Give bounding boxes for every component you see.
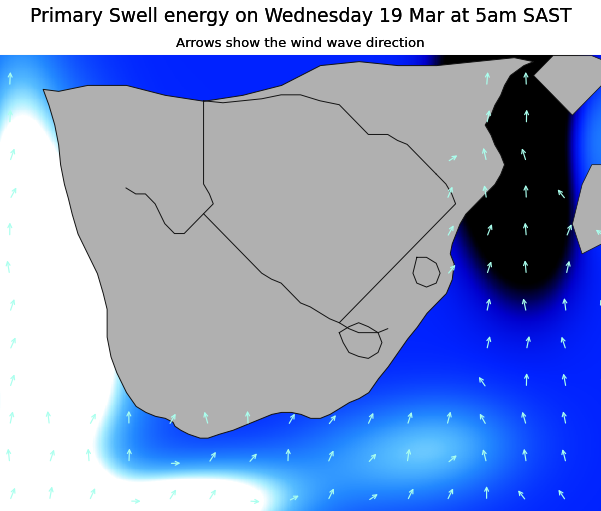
Text: Arrows show the wind wave direction: Arrows show the wind wave direction [176, 37, 425, 50]
Text: Primary Swell energy on Wednesday 19 Mar at 5am SAST: Primary Swell energy on Wednesday 19 Mar… [29, 7, 572, 26]
Text: Arrows show the wind wave direction: Arrows show the wind wave direction [176, 37, 425, 50]
Text: Primary Swell energy on Wednesday 19 Mar at 5am SAST: Primary Swell energy on Wednesday 19 Mar… [29, 7, 572, 26]
